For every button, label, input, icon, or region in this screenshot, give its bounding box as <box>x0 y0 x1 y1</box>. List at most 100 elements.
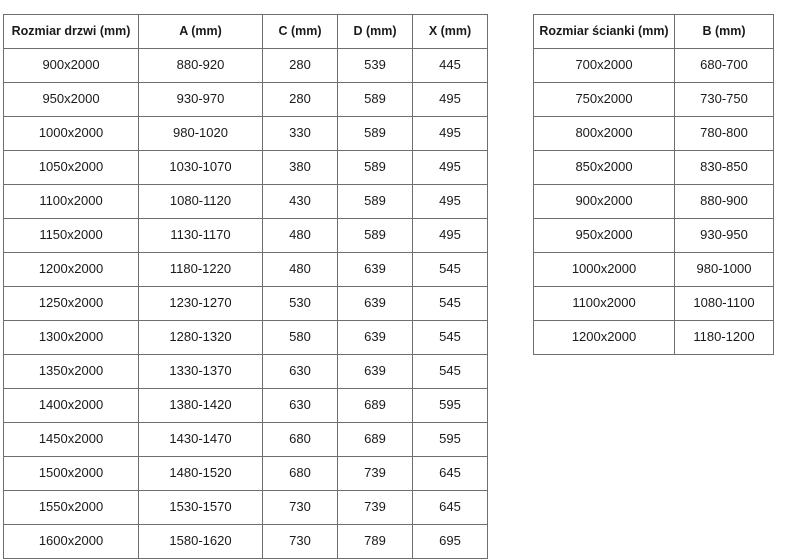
cell-a: 1530-1570 <box>138 490 263 525</box>
cell-b: 780-800 <box>674 116 774 151</box>
cell-x: 495 <box>412 116 488 151</box>
table-row: 1100x2000 1080-1120 430 589 495 <box>3 184 488 219</box>
cell-c: 580 <box>262 320 338 355</box>
table-row: 750x2000 730-750 <box>533 82 774 117</box>
cell-a: 1280-1320 <box>138 320 263 355</box>
column-header-door-size: Rozmiar drzwi (mm) <box>3 14 139 49</box>
cell-c: 480 <box>262 218 338 253</box>
doors-table-body: 900x2000 880-920 280 539 445 950x2000 93… <box>3 48 488 559</box>
cell-b: 680-700 <box>674 48 774 83</box>
table-row: 850x2000 830-850 <box>533 150 774 185</box>
table-row: 1600x2000 1580-1620 730 789 695 <box>3 524 488 559</box>
column-header-wall-size: Rozmiar ścianki (mm) <box>533 14 675 49</box>
cell-c: 680 <box>262 422 338 457</box>
cell-d: 789 <box>337 524 413 559</box>
doors-table-header: Rozmiar drzwi (mm) A (mm) C (mm) D (mm) … <box>3 14 488 49</box>
table-row: 1150x2000 1130-1170 480 589 495 <box>3 218 488 253</box>
cell-x: 695 <box>412 524 488 559</box>
cell-wall-size: 900x2000 <box>533 184 675 219</box>
table-row: 1000x2000 980-1000 <box>533 252 774 287</box>
cell-a: 1180-1220 <box>138 252 263 287</box>
cell-c: 530 <box>262 286 338 321</box>
cell-x: 495 <box>412 184 488 219</box>
cell-d: 589 <box>337 150 413 185</box>
cell-d: 589 <box>337 184 413 219</box>
table-row: 1050x2000 1030-1070 380 589 495 <box>3 150 488 185</box>
cell-d: 639 <box>337 354 413 389</box>
cell-door-size: 950x2000 <box>3 82 139 117</box>
cell-door-size: 900x2000 <box>3 48 139 83</box>
cell-wall-size: 1100x2000 <box>533 286 675 321</box>
table-row: 1000x2000 980-1020 330 589 495 <box>3 116 488 151</box>
cell-door-size: 1300x2000 <box>3 320 139 355</box>
cell-door-size: 1200x2000 <box>3 252 139 287</box>
cell-d: 639 <box>337 252 413 287</box>
cell-d: 589 <box>337 116 413 151</box>
cell-wall-size: 750x2000 <box>533 82 675 117</box>
cell-a: 880-920 <box>138 48 263 83</box>
cell-wall-size: 1200x2000 <box>533 320 675 355</box>
cell-a: 1430-1470 <box>138 422 263 457</box>
cell-x: 645 <box>412 490 488 525</box>
cell-door-size: 1450x2000 <box>3 422 139 457</box>
cell-door-size: 1500x2000 <box>3 456 139 491</box>
table-row: 1300x2000 1280-1320 580 639 545 <box>3 320 488 355</box>
cell-b: 880-900 <box>674 184 774 219</box>
column-header-d: D (mm) <box>337 14 413 49</box>
cell-b: 830-850 <box>674 150 774 185</box>
cell-a: 1480-1520 <box>138 456 263 491</box>
cell-door-size: 1400x2000 <box>3 388 139 423</box>
cell-b: 1080-1100 <box>674 286 774 321</box>
cell-d: 689 <box>337 388 413 423</box>
cell-x: 495 <box>412 150 488 185</box>
cell-c: 430 <box>262 184 338 219</box>
cell-c: 730 <box>262 524 338 559</box>
wall-table-body: 700x2000 680-700 750x2000 730-750 800x20… <box>533 48 774 355</box>
column-header-a: A (mm) <box>138 14 263 49</box>
cell-door-size: 1550x2000 <box>3 490 139 525</box>
table-row: 1500x2000 1480-1520 680 739 645 <box>3 456 488 491</box>
cell-door-size: 1150x2000 <box>3 218 139 253</box>
cell-c: 330 <box>262 116 338 151</box>
cell-d: 639 <box>337 320 413 355</box>
column-header-b: B (mm) <box>674 14 774 49</box>
table-row: 900x2000 880-900 <box>533 184 774 219</box>
cell-wall-size: 950x2000 <box>533 218 675 253</box>
cell-b: 1180-1200 <box>674 320 774 355</box>
cell-x: 545 <box>412 354 488 389</box>
column-header-c: C (mm) <box>262 14 338 49</box>
cell-x: 495 <box>412 82 488 117</box>
table-row: 900x2000 880-920 280 539 445 <box>3 48 488 83</box>
cell-a: 1330-1370 <box>138 354 263 389</box>
table-row: 1200x2000 1180-1220 480 639 545 <box>3 252 488 287</box>
cell-wall-size: 800x2000 <box>533 116 675 151</box>
cell-door-size: 1250x2000 <box>3 286 139 321</box>
table-row: 950x2000 930-950 <box>533 218 774 253</box>
table-row: 1400x2000 1380-1420 630 689 595 <box>3 388 488 423</box>
cell-c: 480 <box>262 252 338 287</box>
wall-dimension-table: Rozmiar ścianki (mm) B (mm) 700x2000 680… <box>533 14 774 355</box>
cell-d: 589 <box>337 82 413 117</box>
cell-d: 689 <box>337 422 413 457</box>
cell-c: 630 <box>262 354 338 389</box>
table-row: 1550x2000 1530-1570 730 739 645 <box>3 490 488 525</box>
table-row: 800x2000 780-800 <box>533 116 774 151</box>
table-row: 1100x2000 1080-1100 <box>533 286 774 321</box>
cell-c: 630 <box>262 388 338 423</box>
cell-x: 545 <box>412 252 488 287</box>
wall-table-header: Rozmiar ścianki (mm) B (mm) <box>533 14 774 49</box>
cell-door-size: 1050x2000 <box>3 150 139 185</box>
table-row: 1200x2000 1180-1200 <box>533 320 774 355</box>
table-row: 700x2000 680-700 <box>533 48 774 83</box>
cell-a: 1130-1170 <box>138 218 263 253</box>
cell-c: 680 <box>262 456 338 491</box>
cell-door-size: 1000x2000 <box>3 116 139 151</box>
cell-a: 1030-1070 <box>138 150 263 185</box>
cell-door-size: 1100x2000 <box>3 184 139 219</box>
doors-dimension-table: Rozmiar drzwi (mm) A (mm) C (mm) D (mm) … <box>3 14 488 559</box>
cell-x: 495 <box>412 218 488 253</box>
cell-b: 930-950 <box>674 218 774 253</box>
column-header-x: X (mm) <box>412 14 488 49</box>
cell-d: 739 <box>337 456 413 491</box>
cell-a: 1080-1120 <box>138 184 263 219</box>
